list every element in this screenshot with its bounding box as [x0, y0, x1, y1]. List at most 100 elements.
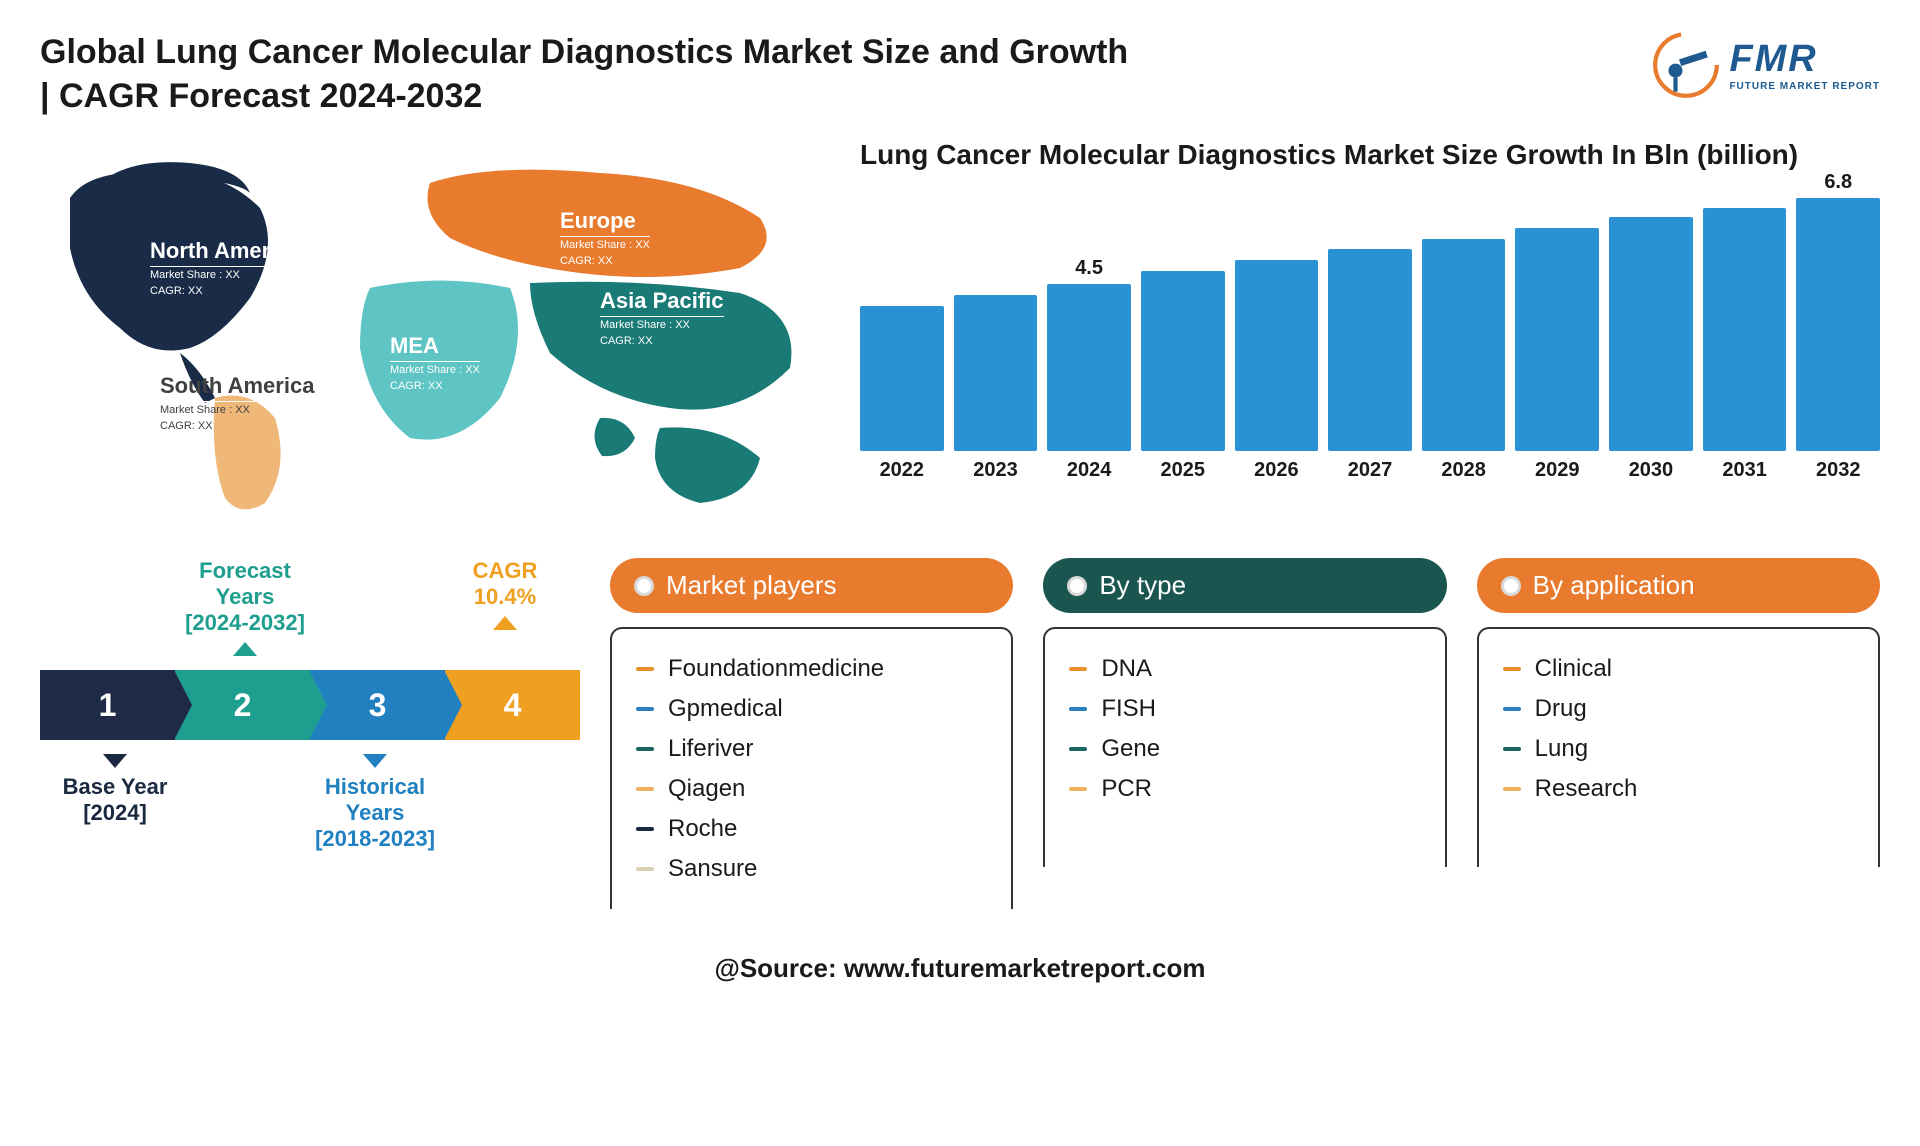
category-header-label: By type [1099, 570, 1186, 601]
category-item-label: Gpmedical [668, 695, 783, 723]
bar-year-label: 2023 [973, 459, 1018, 482]
tick-icon [1069, 787, 1087, 791]
category-item: Research [1503, 769, 1854, 809]
category-box: By type DNA FISH Gene PCR [1043, 558, 1446, 913]
tick-icon [1503, 787, 1521, 791]
category-item: Liferiver [636, 729, 987, 769]
bar-year-label: 2029 [1535, 459, 1580, 482]
category-item: Qiagen [636, 769, 987, 809]
timeline-segment: 3 [310, 670, 445, 740]
region-label: North America Market Share : XX CAGR: XX [150, 238, 301, 297]
triangle-down-icon [363, 754, 387, 768]
tick-icon [1503, 667, 1521, 671]
tick-icon [1503, 747, 1521, 751]
forecast-label: Forecast Years [199, 558, 291, 609]
bar-year-label: 2024 [1067, 459, 1112, 482]
category-item: Lung [1503, 729, 1854, 769]
timeline: Forecast Years [2024-2032] CAGR 10.4% 12… [40, 558, 580, 852]
category-box: Market players Foundationmedicine Gpmedic… [610, 558, 1013, 913]
bar-value: 4.5 [1075, 257, 1103, 280]
bar-year-label: 2032 [1816, 459, 1861, 482]
region-share: Market Share : XX [390, 361, 480, 376]
tick-icon [636, 867, 654, 871]
bar-fill [1422, 239, 1506, 451]
category-item-label: Roche [668, 815, 737, 843]
category-box: By application ClinicalDrugLungResearch [1477, 558, 1880, 913]
bar-fill [1796, 198, 1880, 451]
tick-icon [636, 827, 654, 831]
category-item: Clinical [1503, 649, 1854, 689]
dot-icon [634, 576, 654, 596]
tick-icon [1069, 707, 1087, 711]
category-item: DNA [1069, 649, 1420, 689]
dot-icon [1501, 576, 1521, 596]
category-header: By type [1043, 558, 1446, 613]
bar-fill [1235, 260, 1319, 451]
forecast-range: [2024-2032] [185, 610, 305, 635]
bar-year-label: 2031 [1722, 459, 1767, 482]
category-item-label: Sansure [668, 855, 757, 883]
category-item-label: PCR [1101, 775, 1152, 803]
category-item-label: Foundationmedicine [668, 655, 884, 683]
category-item: Drug [1503, 689, 1854, 729]
region-cagr: CAGR: XX [560, 253, 650, 267]
bar-item: 6.8 2032 [1796, 171, 1880, 482]
historical-label: Historical Years [325, 774, 425, 825]
region-cagr: CAGR: XX [600, 333, 724, 347]
triangle-up-icon [493, 616, 517, 630]
region-label: South America Market Share : XX CAGR: XX [160, 373, 314, 432]
region-share: Market Share : XX [600, 316, 724, 331]
category-item-label: Lung [1535, 735, 1588, 763]
triangle-down-icon [103, 754, 127, 768]
region-cagr: CAGR: XX [390, 378, 480, 392]
cagr-value: 10.4% [474, 584, 536, 609]
region-name: South America [160, 373, 314, 399]
region-name: North America [150, 238, 301, 264]
region-share: Market Share : XX [560, 236, 650, 251]
bar-year-label: 2022 [880, 459, 925, 482]
timeline-segment: 1 [40, 670, 175, 740]
region-cagr: CAGR: XX [160, 418, 314, 432]
bar-year-label: 2026 [1254, 459, 1299, 482]
bar-item: 3.9 2022 [860, 279, 944, 482]
region-label: Europe Market Share : XX CAGR: XX [560, 208, 650, 267]
region-share: Market Share : XX [160, 401, 314, 416]
category-header-label: Market players [666, 570, 837, 601]
category-item-label: Gene [1101, 735, 1160, 763]
timeline-segment: 2 [175, 670, 310, 740]
dot-icon [1067, 576, 1087, 596]
bar-fill [1328, 249, 1412, 451]
category-item: Foundationmedicine [636, 649, 987, 689]
bar-fill [860, 306, 944, 451]
bar-item: 5.7 2028 [1422, 212, 1506, 482]
cagr-label: CAGR [473, 558, 538, 583]
bar-item: 6.55 2031 [1703, 181, 1787, 482]
category-frame: Clinical Drug Lung Research [1477, 627, 1880, 867]
category-frame: Foundationmedicine Gpmedical Liferiver Qiag… [610, 627, 1013, 909]
bar-item: 5.15 2026 [1235, 233, 1319, 482]
bar-item: 4.5 2024 [1047, 257, 1131, 482]
category-item-label: Research [1535, 775, 1638, 803]
tick-icon [636, 707, 654, 711]
category-item-label: Liferiver [668, 735, 753, 763]
bar-item: 4.85 2025 [1141, 244, 1225, 482]
bar-fill [1141, 271, 1225, 451]
fmr-logo: FMR FUTURE MARKET REPORT [1651, 30, 1880, 100]
region-label: MEA Market Share : XX CAGR: XX [390, 333, 480, 392]
category-item: PCR [1069, 769, 1420, 809]
bar-item: 5.45 2027 [1328, 222, 1412, 482]
category-item: Sansure [636, 849, 987, 889]
bar-fill [1047, 284, 1131, 451]
bar-chart: 3.9 2022 4.2 2023 4.5 2024 4.85 2025 5.1… [860, 182, 1880, 482]
category-item-label: FISH [1101, 695, 1156, 723]
bar-item: 6 2029 [1515, 201, 1599, 482]
bar-fill [1515, 228, 1599, 451]
timeline-segment: 4 [445, 670, 580, 740]
category-item: Roche [636, 809, 987, 849]
category-item-label: Drug [1535, 695, 1587, 723]
region-share: Market Share : XX [150, 266, 301, 281]
page-title: Global Lung Cancer Molecular Diagnostics… [40, 30, 1140, 118]
logo-text-sub: FUTURE MARKET REPORT [1729, 81, 1880, 92]
bar-year-label: 2027 [1348, 459, 1393, 482]
region-label: Asia Pacific Market Share : XX CAGR: XX [600, 288, 724, 347]
